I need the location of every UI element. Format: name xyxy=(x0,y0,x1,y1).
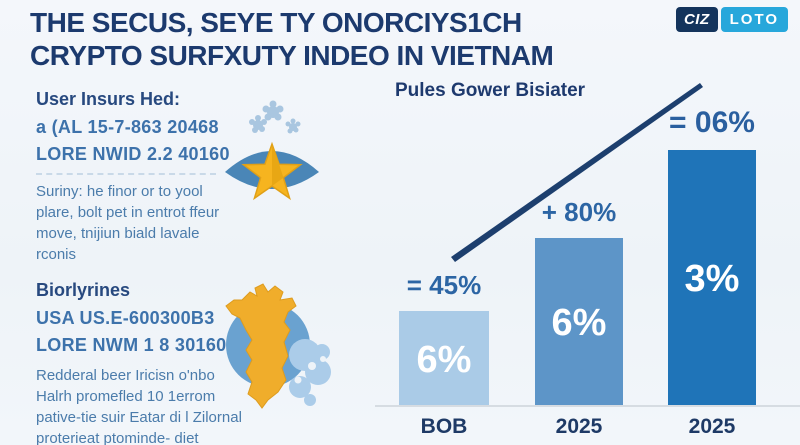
chart-title: Pules Gower Bisiater xyxy=(395,80,586,101)
section1-heading: User Insurs Hed: xyxy=(36,89,181,109)
section2-heading: Biorlyrines xyxy=(36,280,131,300)
bar: 6% xyxy=(399,311,489,405)
star-shade-icon xyxy=(272,144,284,186)
brand-logo: CIZ LOTO xyxy=(675,7,788,32)
section-biorlyrines: Biorlyrines USA US.E-600300B3 LORE NWM 1… xyxy=(36,279,256,445)
bar-group: + 80% 6% 2025 xyxy=(535,197,623,438)
vietnam-map-icon xyxy=(225,283,297,409)
x-axis-label: 2025 xyxy=(688,415,736,438)
dashed-divider xyxy=(36,173,216,175)
section1-stat-line1: a (AL 15-7-863 20468 xyxy=(36,117,219,137)
eye-with-star-icon xyxy=(215,100,330,208)
paragraph-line: Redderal beer Iricisn o'nbo xyxy=(36,367,215,384)
bar-group: = 45% 6% BOB xyxy=(399,270,489,438)
bar-annotation: + 80% xyxy=(541,197,617,227)
paragraph-line: plare, bolt pet in entrot ffeur xyxy=(36,204,220,221)
x-axis-line xyxy=(375,405,800,407)
paragraph-line: rconis xyxy=(36,246,77,263)
info-panel: User Insurs Hed: a (AL 15-7-863 20468 LO… xyxy=(36,88,256,445)
bar-value-label: 6% xyxy=(551,302,607,344)
section1-paragraph: Suriny: he finor or to yool plare, bolt … xyxy=(36,181,256,265)
paragraph-line: Halrh promefled 10 1errom xyxy=(36,388,216,405)
puff-cluster-icon xyxy=(249,100,301,134)
bar: 3% xyxy=(668,150,756,405)
page-title-line2: CRYPTO SURFXUTY INDEO IN VIETNAM xyxy=(30,40,554,71)
bar-annotation: = 45% xyxy=(406,270,482,300)
brand-logo-right: LOTO xyxy=(720,7,788,32)
bar-group: = 06% 3% 2025 xyxy=(668,106,756,438)
section1-stat-line2: LORE NWID 2.2 40160 xyxy=(36,144,230,164)
paragraph-line: Suriny: he finor or to yool xyxy=(36,183,203,200)
bar-annotation: = 06% xyxy=(669,106,755,139)
bar-value-label: 3% xyxy=(684,258,740,300)
x-axis-label: 2025 xyxy=(555,415,603,438)
section-user-insurance: User Insurs Hed: a (AL 15-7-863 20468 LO… xyxy=(36,88,256,265)
bar: 6% xyxy=(535,238,623,405)
bar-chart: = 45% 6% BOB + 80% 6% 2025 = 06% 3% 2025 xyxy=(375,100,800,438)
section2-stat-line2: LORE NWM 1 8 30160 xyxy=(36,335,227,355)
page-title: THE SECUS, SEYE TY ONORCIYS1CH CRYPTO SU… xyxy=(30,6,554,72)
paragraph-line: move, tnijiun biald lavale xyxy=(36,225,200,242)
section2-stat-line1: USA US.E-600300B3 xyxy=(36,308,215,328)
section2-paragraph: Redderal beer Iricisn o'nbo Halrh promef… xyxy=(36,365,256,445)
brand-logo-left: CIZ xyxy=(675,7,718,32)
paragraph-line: proterieat ptominde- diet ancalda. xyxy=(36,430,199,445)
paragraph-line: pative-tie suir Eatar di l Zilornal xyxy=(36,409,242,426)
bar-value-label: 6% xyxy=(416,338,472,381)
page-title-line1: THE SECUS, SEYE TY ONORCIYS1CH xyxy=(30,7,522,38)
vietnam-map-globe-icon xyxy=(210,272,340,412)
x-axis-label: BOB xyxy=(420,415,468,438)
